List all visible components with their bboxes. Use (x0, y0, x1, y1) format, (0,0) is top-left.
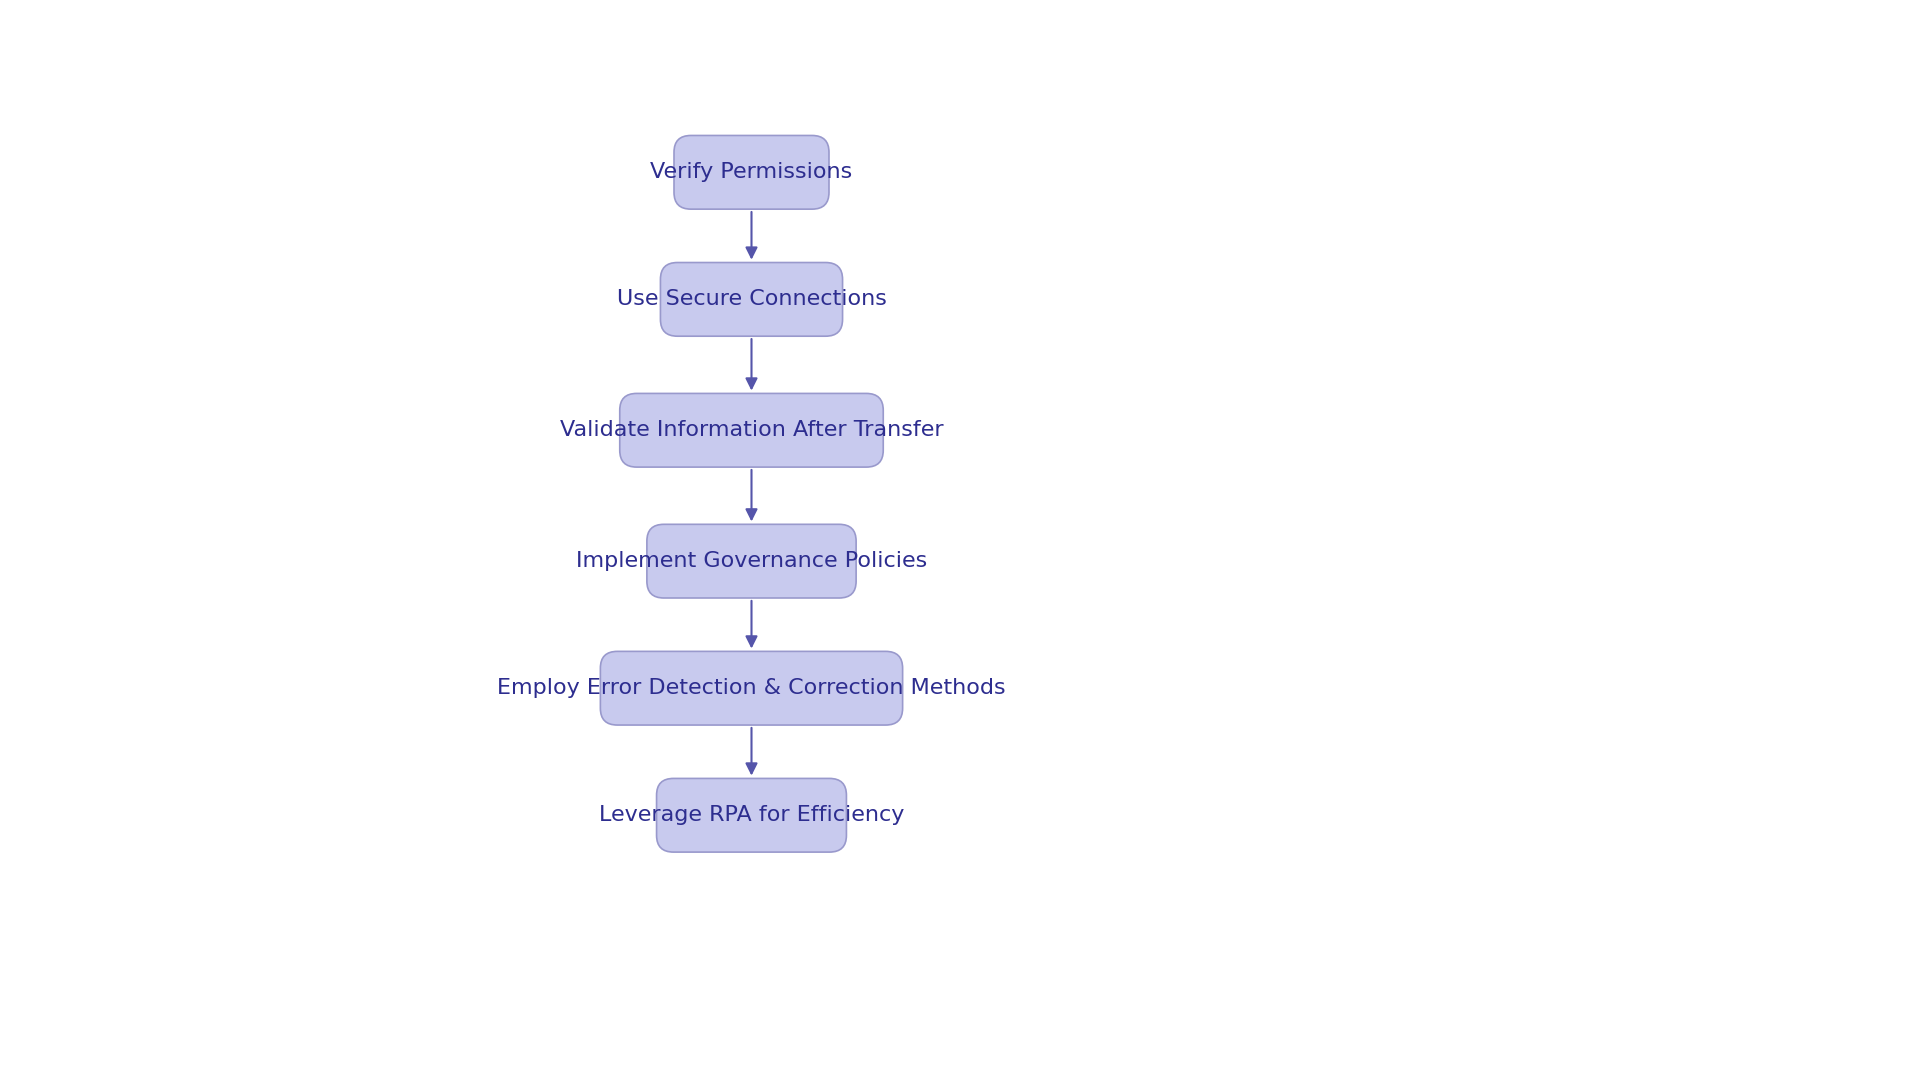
Text: Leverage RPA for Efficiency: Leverage RPA for Efficiency (599, 806, 904, 825)
FancyBboxPatch shape (647, 524, 856, 598)
FancyBboxPatch shape (674, 135, 829, 209)
FancyBboxPatch shape (660, 262, 843, 336)
FancyBboxPatch shape (657, 779, 847, 852)
Text: Implement Governance Policies: Implement Governance Policies (576, 551, 927, 571)
FancyBboxPatch shape (620, 393, 883, 467)
Text: Employ Error Detection & Correction Methods: Employ Error Detection & Correction Meth… (497, 678, 1006, 699)
Text: Verify Permissions: Verify Permissions (651, 162, 852, 182)
Text: Validate Information After Transfer: Validate Information After Transfer (561, 420, 943, 441)
Text: Use Secure Connections: Use Secure Connections (616, 289, 887, 310)
FancyBboxPatch shape (601, 651, 902, 725)
